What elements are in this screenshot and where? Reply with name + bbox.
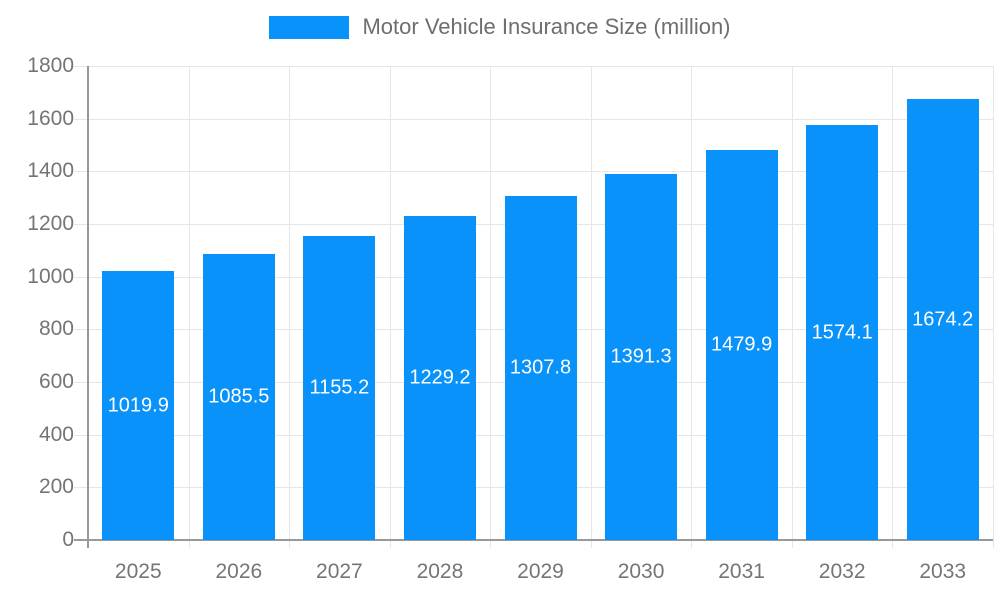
x-axis-tick-label: 2027 [316, 560, 363, 583]
x-axis-tick-label: 2033 [919, 560, 967, 583]
y-axis-tick-label: 1800 [27, 54, 74, 77]
x-tick [993, 540, 994, 548]
x-axis-tick-label: 2031 [718, 560, 765, 583]
y-tick [74, 487, 88, 489]
bar-2029[interactable] [504, 195, 577, 540]
y-axis-tick-label: 400 [38, 422, 74, 446]
y-axis-tick-label: 1400 [27, 159, 74, 183]
x-tick [590, 540, 592, 548]
y-axis-tick-label: 1600 [27, 106, 74, 130]
bar-2032[interactable] [806, 125, 879, 540]
bar-value-label: 1155.2 [309, 376, 370, 399]
x-axis-tick-label: 2026 [215, 560, 263, 583]
x-gridline [590, 66, 592, 540]
bar-value-label: 1479.9 [711, 333, 773, 356]
x-tick [188, 540, 190, 548]
y-axis-tick-label: 1000 [27, 264, 74, 288]
x-gridline [892, 66, 894, 540]
x-axis-tick-label: 2030 [617, 560, 665, 583]
bar-value-label: 1307.8 [509, 356, 572, 379]
y-tick [74, 382, 88, 383]
x-tick [490, 540, 492, 548]
y-axis-tick-label: 1200 [27, 212, 74, 235]
y-tick [74, 434, 88, 436]
y-axis-tick-label: 0 [62, 528, 74, 551]
bar-2027[interactable] [303, 235, 376, 540]
x-tick [691, 540, 693, 548]
x-axis-baseline [74, 539, 993, 541]
bar-value-label: 1085.5 [208, 385, 270, 408]
x-gridline [490, 66, 492, 540]
x-tick [791, 540, 793, 548]
y-tick [74, 171, 88, 173]
x-axis-tick-label: 2025 [114, 560, 162, 583]
y-axis-tick-label: 200 [38, 475, 74, 499]
chart-legend[interactable]: Motor Vehicle Insurance Size (million) [0, 14, 1000, 40]
y-axis-tick-label: 600 [38, 370, 74, 393]
x-tick [389, 540, 391, 548]
x-gridline [791, 66, 793, 540]
x-axis-tick-label: 2029 [517, 560, 564, 583]
y-gridline [88, 171, 993, 173]
legend-label: Motor Vehicle Insurance Size (million) [362, 14, 731, 39]
bar-2033[interactable] [906, 99, 979, 540]
bar-2026[interactable] [202, 254, 275, 540]
x-gridline [188, 66, 190, 540]
bar-value-label: 1229.2 [409, 366, 471, 389]
x-tick [892, 540, 894, 548]
y-axis-tick-label: 800 [38, 317, 74, 341]
x-axis-tick-label: 2032 [818, 560, 866, 583]
x-gridline [691, 66, 693, 540]
y-gridline [88, 118, 993, 120]
bar-value-label: 1019.9 [107, 394, 169, 417]
x-gridline [389, 66, 391, 540]
y-gridline [88, 66, 993, 67]
bar-2031[interactable] [705, 150, 778, 540]
bar-2030[interactable] [605, 173, 678, 540]
x-axis-tick-label: 2028 [416, 560, 464, 583]
y-tick [74, 224, 88, 225]
y-axis-line [87, 66, 89, 548]
bar-2028[interactable] [403, 216, 476, 540]
legend-swatch-icon [269, 15, 350, 39]
bar-value-label: 1674.2 [912, 308, 974, 331]
y-tick [74, 118, 88, 120]
y-tick [74, 66, 88, 67]
bar-2025[interactable] [102, 271, 175, 540]
y-tick [74, 276, 88, 278]
x-gridline [289, 66, 291, 540]
bar-value-label: 1391.3 [610, 345, 672, 368]
x-gridline [993, 66, 994, 540]
bar-value-label: 1574.1 [811, 321, 873, 344]
x-tick [289, 540, 291, 548]
y-tick [74, 329, 88, 331]
